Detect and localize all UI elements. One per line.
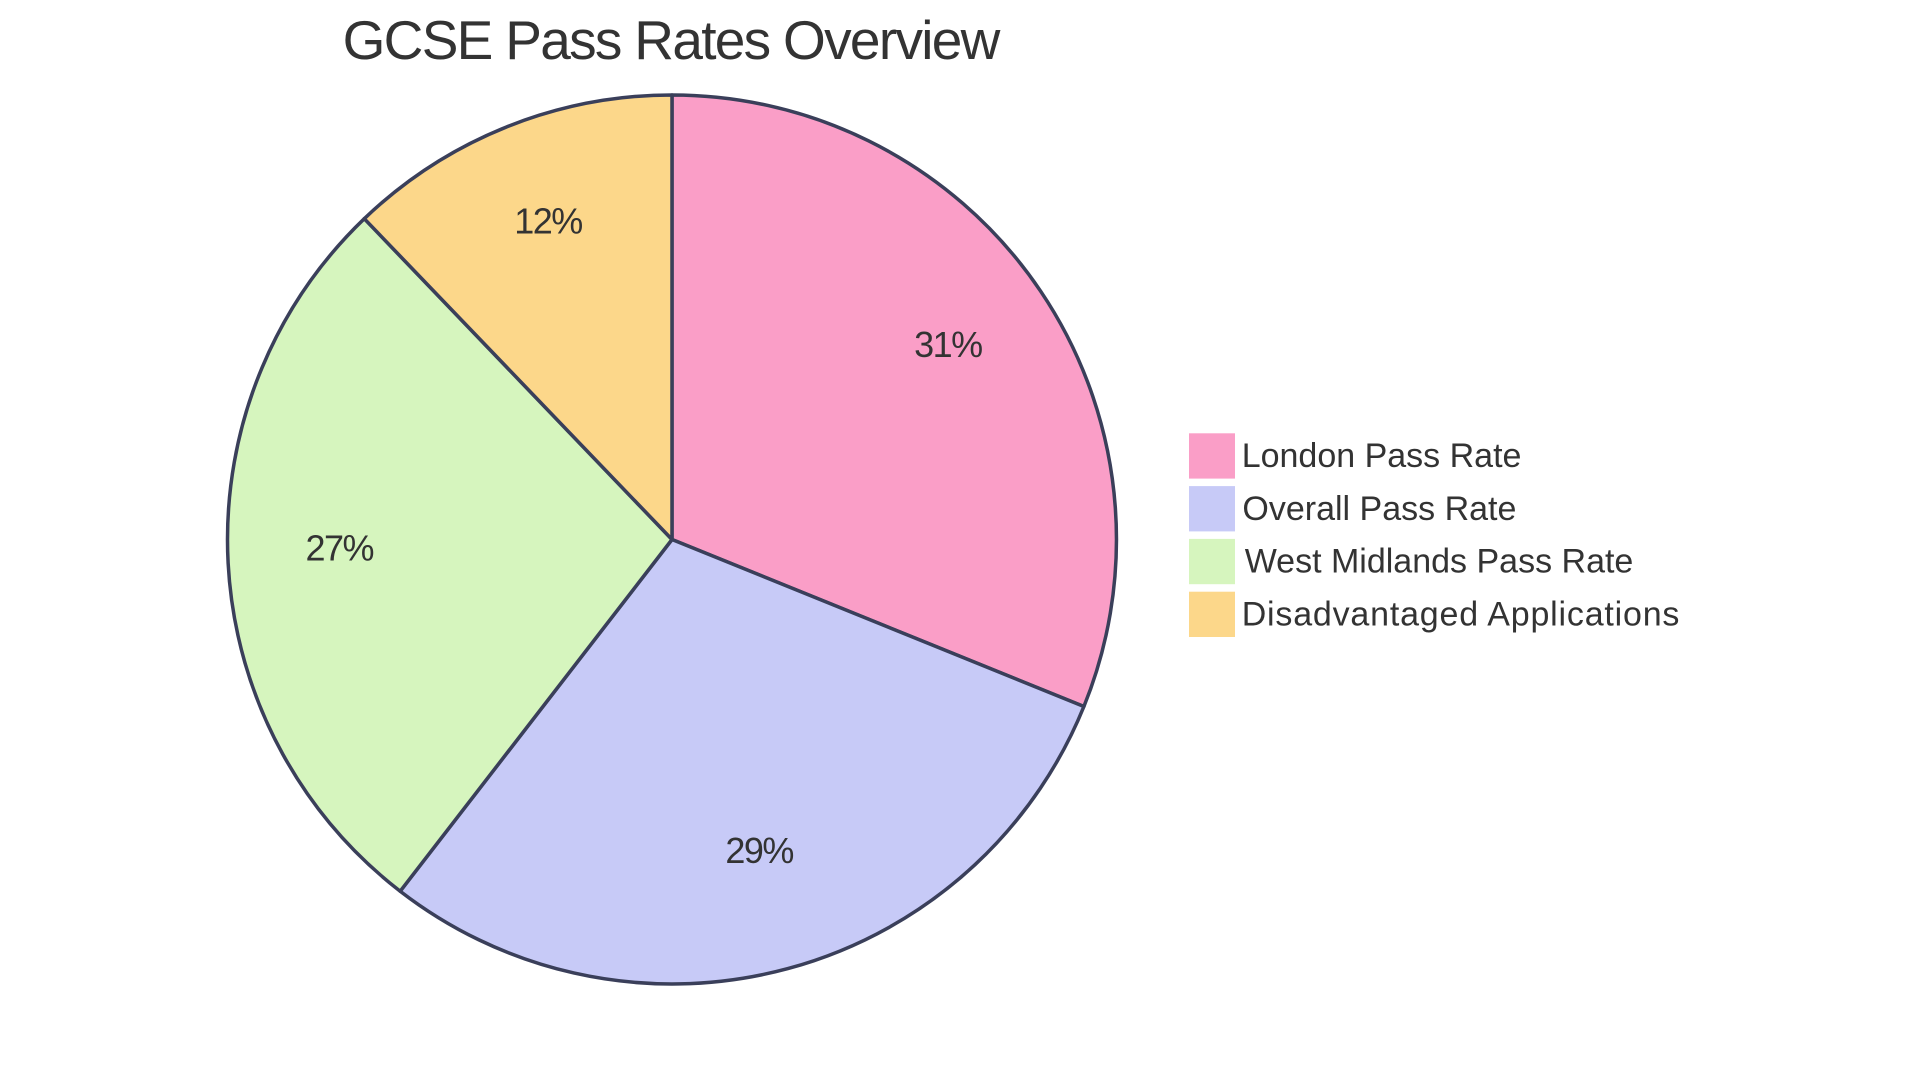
svg-text:31%: 31% bbox=[914, 324, 982, 365]
svg-text:12%: 12% bbox=[514, 201, 582, 242]
svg-text:London Pass Rate: London Pass Rate bbox=[1242, 437, 1522, 475]
svg-text:27%: 27% bbox=[306, 527, 374, 568]
svg-text:29%: 29% bbox=[725, 830, 793, 871]
svg-text:Disadvantaged Applications: Disadvantaged Applications bbox=[1242, 595, 1681, 633]
svg-text:GCSE Pass Rates Overview: GCSE Pass Rates Overview bbox=[343, 9, 1001, 71]
svg-text:West Midlands Pass Rate: West Midlands Pass Rate bbox=[1245, 543, 1634, 581]
svg-text:Overall Pass Rate: Overall Pass Rate bbox=[1242, 490, 1516, 528]
